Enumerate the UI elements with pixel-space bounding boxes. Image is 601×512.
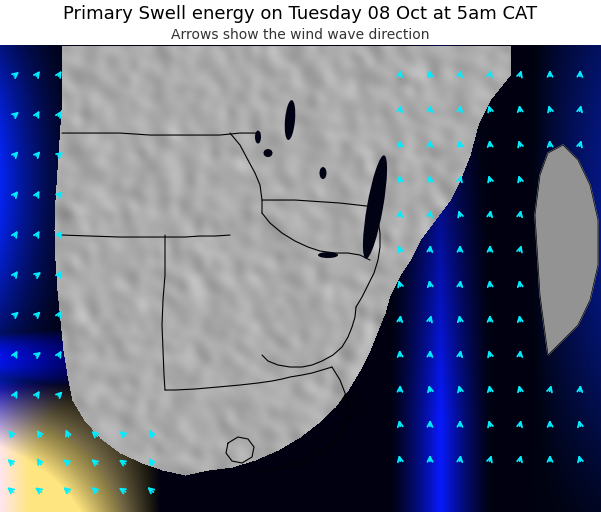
Polygon shape xyxy=(535,145,598,355)
Ellipse shape xyxy=(255,131,261,143)
Ellipse shape xyxy=(363,155,387,259)
Text: Arrows show the wind wave direction: Arrows show the wind wave direction xyxy=(171,28,430,42)
Ellipse shape xyxy=(318,252,338,258)
Ellipse shape xyxy=(285,100,295,140)
Ellipse shape xyxy=(320,167,326,179)
Text: Primary Swell energy on Tuesday 08 Oct at 5am CAT: Primary Swell energy on Tuesday 08 Oct a… xyxy=(64,5,537,23)
Ellipse shape xyxy=(263,149,272,157)
